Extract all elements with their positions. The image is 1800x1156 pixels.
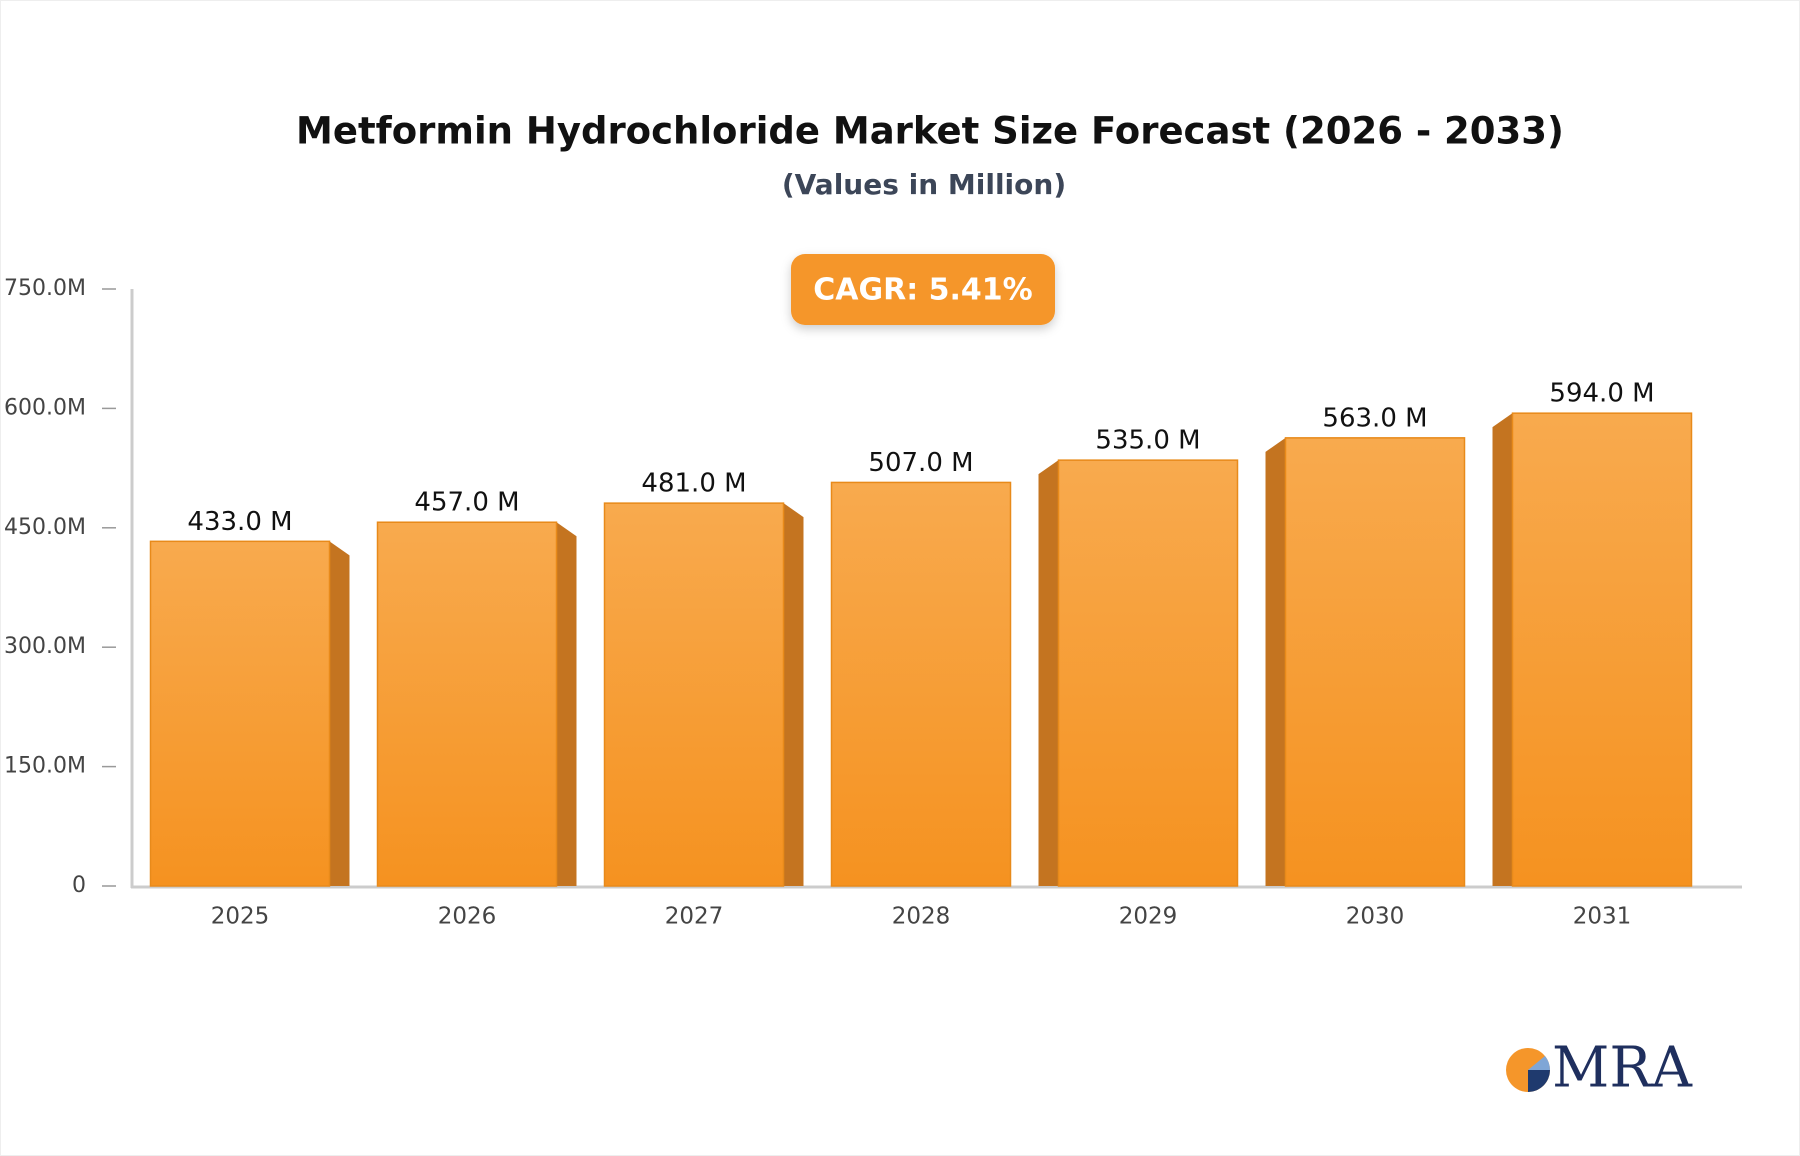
value-label: 457.0 M [414,488,519,518]
value-label: 433.0 M [187,507,292,537]
x-tick-label: 2028 [892,904,951,930]
logo-text: MRA [1552,1036,1693,1101]
y-tick-label: 750.0M [4,276,86,301]
value-label: 594.0 M [1549,379,1654,409]
bar [603,502,785,887]
y-tick-label: 450.0M [4,515,86,540]
x-tick-label: 2030 [1346,904,1405,930]
bar [376,521,558,887]
x-tick-label: 2027 [665,904,724,930]
bar [1057,459,1239,887]
value-label: 535.0 M [1095,426,1200,456]
x-tick-label: 2031 [1573,904,1632,930]
cagr-label: CAGR: 5.41% [813,273,1032,308]
bar-side [1492,413,1513,886]
logo-slice [1528,1070,1550,1092]
bar-side [556,522,577,886]
bar [149,540,331,887]
x-tick-label: 2029 [1119,904,1178,930]
value-label: 481.0 M [641,469,746,499]
bar-side [783,503,804,886]
bar [1284,437,1466,887]
y-tick-label: 150.0M [4,754,86,779]
y-tick-label: 0 [72,873,86,898]
bar-side [1265,437,1286,886]
x-tick-label: 2025 [211,904,270,930]
value-label: 507.0 M [868,448,973,478]
chart-subtitle: (Values in Million) [782,168,1066,201]
cagr-badge [791,254,1055,325]
logo-slice [1528,1056,1551,1070]
y-tick-label: 300.0M [4,634,86,659]
x-tick-label: 2026 [438,904,497,930]
chart-title: Metformin Hydrochloride Market Size Fore… [296,110,1564,153]
y-tick-label: 600.0M [4,395,86,420]
bar [1511,412,1693,887]
logo: MRA [1506,1036,1693,1101]
value-label: 563.0 M [1322,403,1427,433]
bar-side [329,541,350,886]
bar-side [1038,460,1059,886]
bar [830,481,1012,887]
